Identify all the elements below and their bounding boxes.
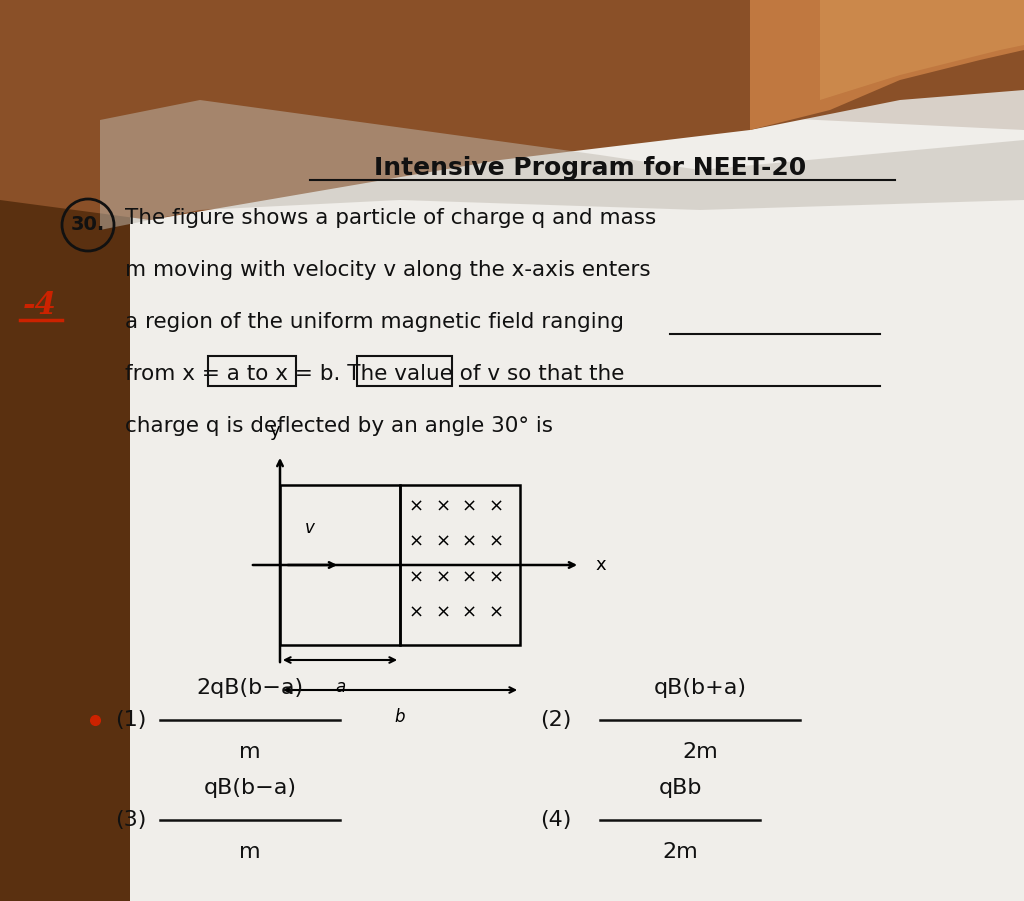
Text: ×: ×: [409, 497, 424, 515]
Text: (4): (4): [540, 810, 571, 830]
Text: a region of the uniform magnetic field ranging: a region of the uniform magnetic field r…: [125, 312, 624, 332]
Text: ×: ×: [462, 569, 477, 587]
Text: The figure shows a particle of charge q and mass: The figure shows a particle of charge q …: [125, 208, 656, 228]
Text: ×: ×: [435, 497, 451, 515]
Text: (1): (1): [115, 710, 146, 730]
Polygon shape: [820, 0, 1024, 100]
Polygon shape: [100, 100, 1024, 230]
Text: -4: -4: [24, 289, 57, 321]
Polygon shape: [0, 0, 130, 901]
Text: ×: ×: [462, 497, 477, 515]
Text: a: a: [335, 678, 345, 696]
Text: v: v: [305, 519, 315, 537]
Text: m: m: [240, 742, 261, 762]
Text: ×: ×: [488, 604, 504, 622]
Text: qB(b−a): qB(b−a): [204, 778, 297, 798]
Text: (3): (3): [115, 810, 146, 830]
Text: ×: ×: [462, 532, 477, 551]
Text: ×: ×: [488, 569, 504, 587]
Text: ×: ×: [409, 604, 424, 622]
Text: ×: ×: [409, 569, 424, 587]
Text: 2m: 2m: [663, 842, 698, 862]
Text: b: b: [394, 708, 406, 726]
Text: ×: ×: [462, 604, 477, 622]
Bar: [400, 485, 520, 645]
Text: 2qB(b−a): 2qB(b−a): [197, 678, 303, 698]
Bar: [357, 356, 452, 386]
Text: charge q is deflected by an angle 30° is: charge q is deflected by an angle 30° is: [125, 416, 553, 436]
Text: Intensive Program for NEET-20: Intensive Program for NEET-20: [374, 156, 806, 180]
Text: ×: ×: [435, 569, 451, 587]
Text: y: y: [269, 422, 281, 440]
Text: 2m: 2m: [682, 742, 718, 762]
Text: m moving with velocity v along the x-axis enters: m moving with velocity v along the x-axi…: [125, 260, 650, 280]
Text: from x = a to x = b. The value of v so that the: from x = a to x = b. The value of v so t…: [125, 364, 625, 384]
Polygon shape: [0, 0, 1024, 220]
Text: ×: ×: [409, 532, 424, 551]
Text: 30.: 30.: [71, 215, 105, 234]
Text: m: m: [240, 842, 261, 862]
Bar: [280, 485, 400, 645]
Bar: [208, 356, 296, 386]
Text: ×: ×: [435, 532, 451, 551]
Text: (2): (2): [540, 710, 571, 730]
Polygon shape: [60, 90, 1024, 901]
Polygon shape: [750, 0, 1024, 130]
Text: x: x: [595, 556, 605, 574]
Text: ×: ×: [488, 532, 504, 551]
Text: qBb: qBb: [658, 778, 701, 798]
Text: ×: ×: [488, 497, 504, 515]
Text: qB(b+a): qB(b+a): [653, 678, 746, 698]
Text: ×: ×: [435, 604, 451, 622]
